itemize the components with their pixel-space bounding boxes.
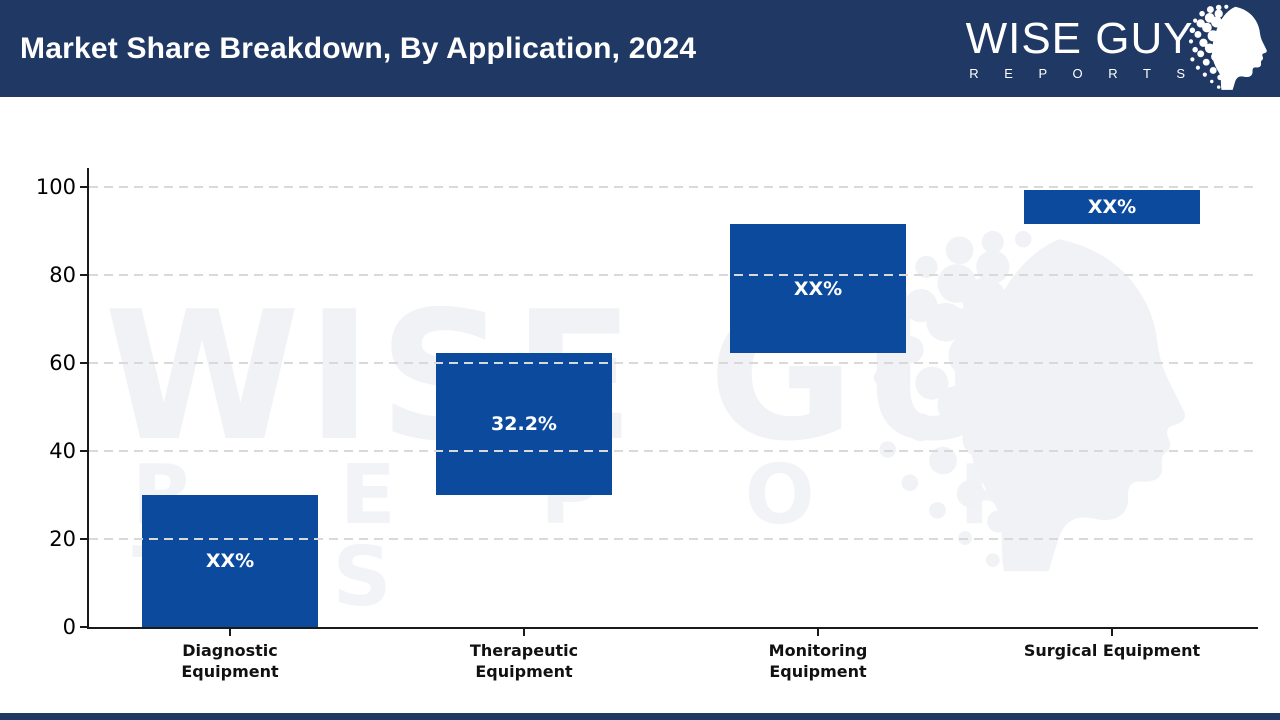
bar-monitoring-equipment: XX% [730,224,906,354]
footer-bar [0,713,1280,720]
gridline [89,274,1258,276]
y-tick-label: 40 [49,439,76,463]
x-category-line: Equipment [181,662,279,681]
y-tick-label: 60 [49,351,76,375]
bar-diagnostic-equipment: XX% [142,495,318,627]
bar-therapeutic-equipment: 32.2% [436,353,612,495]
y-tick-label: 80 [49,263,76,287]
x-category-label: Therapeutic Equipment [414,640,634,682]
y-tick-label: 100 [35,175,76,199]
x-category-label: Diagnostic Equipment [120,640,340,682]
y-tick-label: 20 [49,527,76,551]
x-category-line: Diagnostic [182,641,278,660]
y-tick [80,450,87,452]
y-tick-label: 0 [62,615,76,639]
x-axis [87,627,1258,629]
x-category-label: Monitoring Equipment [708,640,928,682]
brand-logo: WISE GUY R E P O R T S [963,0,1274,97]
x-category-line: Monitoring [768,641,868,660]
y-tick [80,626,87,628]
x-tick [1111,629,1113,636]
bar-value-label: XX% [1087,196,1137,219]
x-category-line: Surgical Equipment [1023,641,1201,660]
y-axis [87,168,89,629]
y-tick [80,274,87,276]
bar-value-label: XX% [793,277,843,300]
logo-line-wiseguy: WISE GUY [965,13,1194,63]
bar-value-label: 32.2% [491,413,557,436]
x-tick [817,629,819,636]
header: Market Share Breakdown, By Application, … [0,0,1280,97]
gridline [89,186,1258,188]
x-tick [523,629,525,636]
y-tick [80,362,87,364]
bar-surgical-equipment: XX% [1024,190,1200,225]
logo-wordmark: WISE GUY R E P O R T S [963,13,1196,81]
y-tick [80,186,87,188]
logo-line-reports: R E P O R T S [969,65,1196,81]
page-title: Market Share Breakdown, By Application, … [20,31,697,65]
x-category-line: Equipment [769,662,867,681]
x-category-label: Surgical Equipment [1002,640,1222,661]
bar-value-label: XX% [205,550,255,572]
x-category-line: Therapeutic [469,641,579,660]
gridline [89,538,1258,540]
x-category-line: Equipment [475,662,573,681]
gridline [89,450,1258,452]
gridline [89,362,1258,364]
x-tick [229,629,231,636]
y-tick [80,538,87,540]
